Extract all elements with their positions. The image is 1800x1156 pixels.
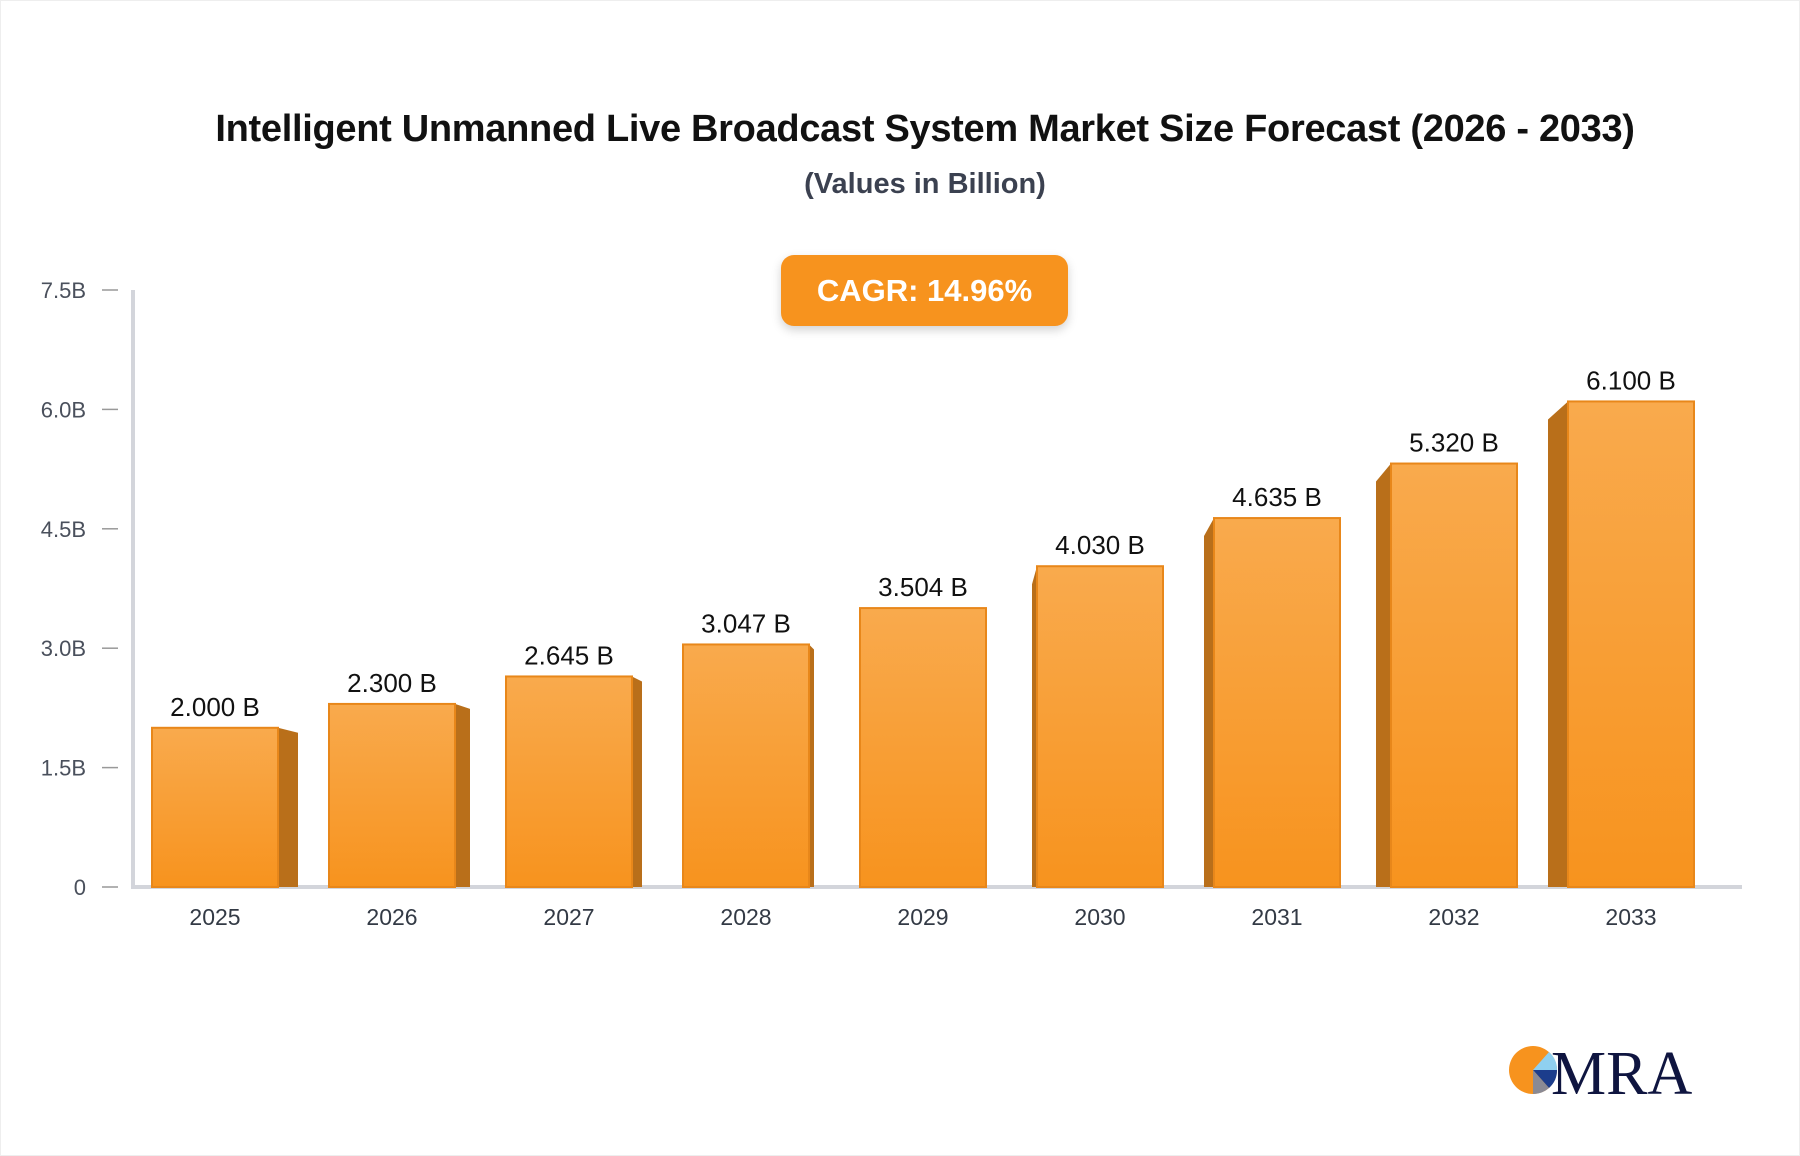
x-tick-label: 2028 — [720, 904, 771, 930]
bar-2031 — [1213, 517, 1341, 889]
bar-value-label: 3.504 B — [878, 572, 968, 602]
chart-subtitle: (Values in Billion) — [804, 168, 1046, 200]
bar-value-label: 3.047 B — [701, 608, 791, 638]
bar-side — [278, 727, 298, 887]
bar-side — [1548, 401, 1568, 887]
cagr-badge: CAGR: 14.96% — [781, 255, 1068, 326]
y-tick-label: 4.5B — [41, 517, 86, 542]
bar-2028 — [682, 643, 810, 888]
x-tick-label: 2025 — [189, 904, 240, 930]
bar-2026 — [328, 702, 456, 888]
bar-value-label: 4.030 B — [1055, 530, 1145, 560]
x-tick-label: 2031 — [1251, 904, 1302, 930]
y-tick-label: 0 — [74, 875, 86, 900]
bar-side — [632, 676, 642, 887]
bar-2032 — [1390, 462, 1518, 888]
bar-value-label: 2.000 B — [170, 692, 260, 722]
y-tick-label: 6.0B — [41, 397, 86, 422]
bar-side — [1204, 518, 1214, 887]
bar-value-label: 2.300 B — [347, 668, 437, 698]
bar-side — [455, 703, 470, 887]
bar-value-label: 6.100 B — [1586, 365, 1676, 395]
x-tick-label: 2030 — [1074, 904, 1125, 930]
x-tick-label: 2029 — [897, 904, 948, 930]
chart-title: Intelligent Unmanned Live Broadcast Syst… — [215, 108, 1635, 150]
bar-side — [1376, 463, 1391, 887]
bar-value-label: 4.635 B — [1232, 482, 1322, 512]
y-tick-label: 7.5B — [41, 278, 86, 303]
bar-2025 — [151, 726, 279, 888]
logo-text: MRA — [1551, 1040, 1692, 1100]
logo-pie-icon: MRA — [1509, 1040, 1692, 1100]
bar-side — [1032, 566, 1037, 887]
bar-2027 — [505, 675, 633, 889]
x-tick-label: 2032 — [1428, 904, 1479, 930]
bar-2029 — [859, 607, 987, 888]
bar-side — [809, 644, 814, 887]
bar-value-label: 5.320 B — [1409, 428, 1499, 458]
x-tick-label: 2027 — [543, 904, 594, 930]
mra-logo: MRA — [1505, 1040, 1705, 1100]
bar-value-label: 2.645 B — [524, 640, 614, 670]
x-tick-label: 2033 — [1605, 904, 1656, 930]
bar-2033 — [1567, 400, 1695, 888]
bar-2030 — [1036, 565, 1164, 888]
x-tick-label: 2026 — [366, 904, 417, 930]
y-tick-label: 3.0B — [41, 636, 86, 661]
y-tick-label: 1.5B — [41, 756, 86, 781]
